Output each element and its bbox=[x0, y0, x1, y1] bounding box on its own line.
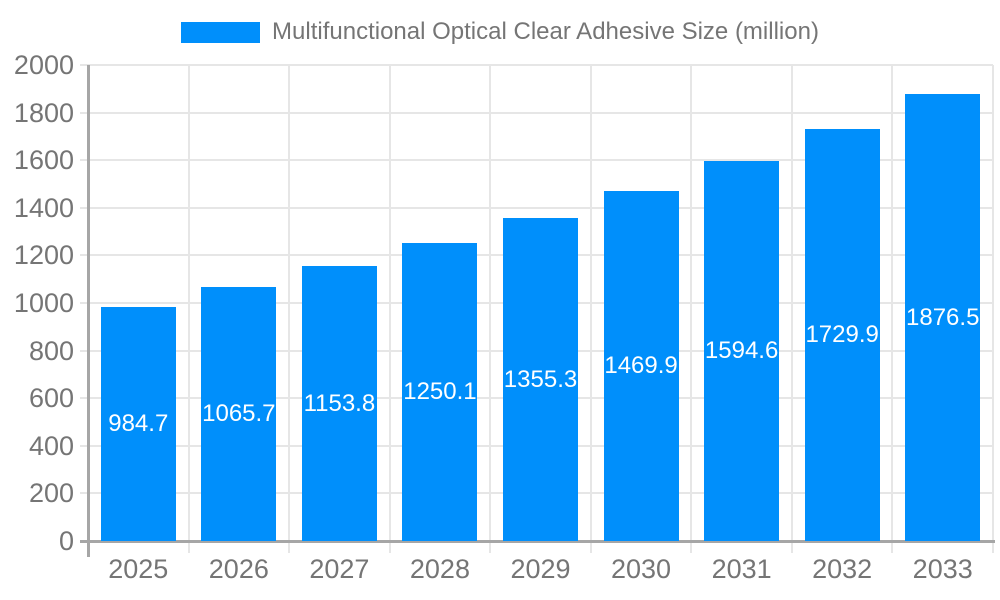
y-tick-label: 2000 bbox=[13, 50, 74, 80]
x-tick-label: 2031 bbox=[711, 554, 772, 584]
x-tick-label: 2030 bbox=[611, 554, 672, 584]
y-gridline bbox=[80, 206, 993, 209]
chart-legend-item[interactable]: Multifunctional Optical Clear Adhesive S… bbox=[0, 12, 1000, 52]
y-tick-label: 600 bbox=[28, 383, 74, 414]
x-tick-label: 2028 bbox=[409, 554, 470, 584]
x-gridline bbox=[891, 65, 894, 553]
x-tick-label: 2027 bbox=[309, 554, 370, 584]
legend-series-label: Multifunctional Optical Clear Adhesive S… bbox=[272, 18, 819, 45]
x-tick-label: 2026 bbox=[208, 554, 269, 584]
x-tick-label: 2025 bbox=[108, 554, 169, 584]
bar-2027 bbox=[301, 266, 377, 541]
bar-2030 bbox=[603, 191, 679, 541]
bar-2029 bbox=[503, 218, 578, 541]
y-axis-line bbox=[87, 65, 90, 557]
x-axis-line bbox=[80, 540, 995, 543]
x-gridline bbox=[489, 65, 492, 553]
bar-2033 bbox=[905, 94, 981, 541]
bar-2031 bbox=[704, 161, 780, 541]
x-tick-label: 2033 bbox=[912, 554, 973, 584]
x-gridline bbox=[790, 65, 793, 553]
y-gridline bbox=[80, 159, 993, 162]
bar-2025 bbox=[100, 306, 176, 541]
y-tick-label: 1400 bbox=[13, 192, 74, 223]
bar-2028 bbox=[402, 243, 478, 541]
bar-2032 bbox=[804, 129, 880, 541]
x-gridline bbox=[388, 65, 391, 553]
x-tick-label: 2029 bbox=[510, 554, 571, 584]
y-gridline bbox=[80, 111, 993, 114]
y-tick-label: 1200 bbox=[13, 240, 74, 271]
legend-color-swatch bbox=[181, 21, 261, 43]
x-gridline bbox=[288, 65, 291, 553]
y-tick-label: 800 bbox=[28, 335, 74, 366]
x-gridline bbox=[992, 65, 994, 553]
y-gridline bbox=[80, 64, 993, 66]
y-tick-label: 200 bbox=[28, 478, 74, 509]
x-gridline bbox=[187, 65, 190, 553]
y-tick-label: 400 bbox=[28, 430, 74, 461]
x-gridline bbox=[589, 65, 592, 553]
y-tick-label: 1800 bbox=[13, 97, 74, 128]
y-tick-label: 1600 bbox=[13, 145, 74, 176]
x-gridline bbox=[690, 65, 693, 553]
x-tick-label: 2032 bbox=[812, 554, 873, 584]
y-tick-label: 0 bbox=[58, 526, 74, 556]
y-tick-label: 1000 bbox=[13, 288, 74, 318]
bar-2026 bbox=[201, 287, 277, 541]
